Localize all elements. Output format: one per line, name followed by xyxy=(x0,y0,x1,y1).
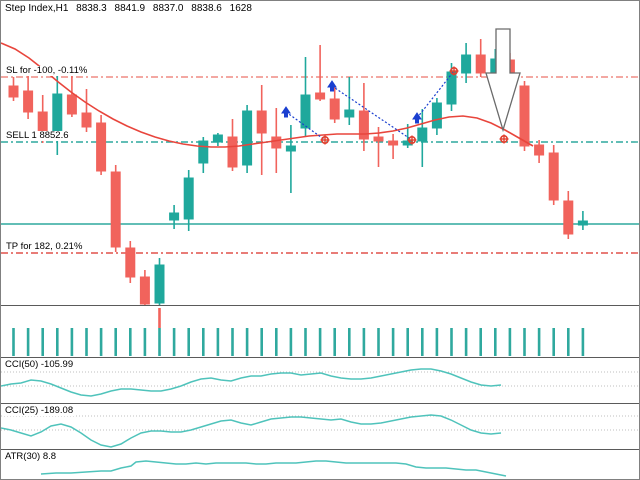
atr30-line xyxy=(40,460,507,477)
price-chart-svg xyxy=(1,28,639,305)
candle-body[interactable] xyxy=(125,247,136,278)
atr30-chart-svg xyxy=(40,460,507,477)
candle-body[interactable] xyxy=(139,276,150,305)
candle-body[interactable] xyxy=(110,171,121,248)
sell-entry-marker-2[interactable] xyxy=(327,80,337,92)
level-label-sell-entry: SELL 1 8852.6 xyxy=(5,130,70,141)
sell-entry-marker-1[interactable] xyxy=(281,106,291,118)
candle-body[interactable] xyxy=(446,71,457,105)
trade-line-1 xyxy=(285,111,326,141)
cci50-chart-svg xyxy=(1,368,639,397)
ohlc-high: 8841.9 xyxy=(114,3,146,14)
candle-body[interactable] xyxy=(548,152,559,201)
candle-body[interactable] xyxy=(96,122,107,172)
atr30-pane[interactable]: ATR(30) 8.8 xyxy=(1,449,639,479)
ohlc-volume: 1628 xyxy=(229,3,252,14)
chart-header-ohlc: Step Index,H1 8838.3 8841.9 8837.0 8838.… xyxy=(5,3,257,14)
candle-body[interactable] xyxy=(242,110,253,166)
candle-body[interactable] xyxy=(563,200,574,235)
moving-average-line xyxy=(1,42,534,148)
candle-body[interactable] xyxy=(198,140,209,164)
level-label-stop-loss: SL for -100, -0.11% xyxy=(5,65,89,76)
candle-body[interactable] xyxy=(271,136,282,149)
level-label-take-profit: TP for 182, 0.21% xyxy=(5,241,84,252)
down-arrow-annotation[interactable] xyxy=(485,28,521,133)
cci50-label: CCI(50) -105.99 xyxy=(4,359,75,370)
ohlc-open: 8838.3 xyxy=(76,3,107,14)
candle-body[interactable] xyxy=(81,112,92,128)
chart-symbol-period: Step Index,H1 xyxy=(5,3,69,14)
candle-body[interactable] xyxy=(300,94,311,129)
cci25-label: CCI(25) -189.08 xyxy=(4,405,75,416)
price-pane[interactable] xyxy=(1,15,639,305)
candle-body[interactable] xyxy=(577,220,588,226)
volume-pane[interactable] xyxy=(1,305,639,357)
cci50-line xyxy=(1,368,502,397)
candle-body[interactable] xyxy=(344,109,355,118)
candle-body[interactable] xyxy=(23,90,34,113)
candle-body[interactable] xyxy=(8,85,19,98)
candle-body[interactable] xyxy=(358,110,369,140)
ohlc-close: 8838.6 xyxy=(191,3,222,14)
candle-body[interactable] xyxy=(461,54,472,74)
sell-entry-marker-3[interactable] xyxy=(412,112,422,124)
candle-body[interactable] xyxy=(388,140,399,146)
candle-body[interactable] xyxy=(315,92,326,100)
candle-body[interactable] xyxy=(475,54,486,74)
trade-line-2 xyxy=(331,85,413,141)
candle-body[interactable] xyxy=(329,98,340,120)
candle-body[interactable] xyxy=(66,94,77,115)
candle-body[interactable] xyxy=(169,212,180,221)
volume-chart-svg xyxy=(12,308,585,356)
candle-body[interactable] xyxy=(519,85,530,147)
candle-body[interactable] xyxy=(373,136,384,142)
candle-body[interactable] xyxy=(154,264,165,304)
cci25-line xyxy=(1,414,502,448)
candle-body[interactable] xyxy=(417,127,428,142)
ohlc-low: 8837.0 xyxy=(152,3,184,14)
candle-body[interactable] xyxy=(534,144,545,156)
candle-body[interactable] xyxy=(227,136,238,168)
cci50-pane[interactable]: CCI(50) -105.99 xyxy=(1,357,639,403)
trade-line-3 xyxy=(416,70,455,119)
cci25-pane[interactable]: CCI(25) -189.08 xyxy=(1,403,639,449)
atr30-label: ATR(30) 8.8 xyxy=(4,451,58,462)
candle-body[interactable] xyxy=(285,145,296,152)
cci25-chart-svg xyxy=(1,414,639,448)
candle-body[interactable] xyxy=(212,134,223,143)
candle-body[interactable] xyxy=(256,110,267,134)
candle-body[interactable] xyxy=(431,102,442,129)
candle-body[interactable] xyxy=(183,177,194,220)
